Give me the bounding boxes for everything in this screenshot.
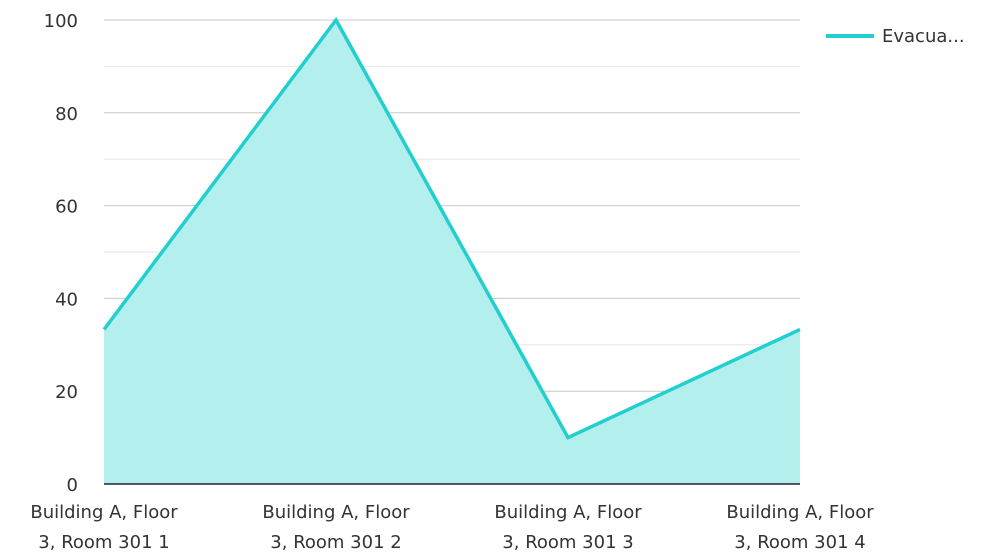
y-axis-tick-labels: 0 20 40 60 80 100	[44, 11, 78, 496]
x-axis-tick-labels: Building A, Floor 3, Room 301 1 Building A…	[30, 502, 874, 553]
legend: Evacua...	[826, 26, 965, 47]
series-area	[102, 16, 801, 484]
x-tick-label: Building A, Floor 3, Room 301 4	[726, 502, 874, 553]
y-tick-label: 60	[55, 197, 78, 218]
y-tick-label: 100	[44, 11, 78, 32]
y-tick-label: 40	[55, 289, 78, 310]
y-tick-label: 80	[55, 104, 78, 125]
x-tick-label: Building A, Floor 3, Room 301 3	[494, 502, 642, 553]
series-area-fill	[104, 20, 800, 484]
legend-label[interactable]: Evacua...	[882, 26, 965, 47]
y-tick-label: 20	[55, 382, 78, 403]
x-tick-label: Building A, Floor 3, Room 301 2	[262, 502, 410, 553]
x-tick-label: Building A, Floor 3, Room 301 1	[30, 502, 178, 553]
y-tick-label: 0	[67, 475, 78, 496]
series-line	[102, 16, 801, 440]
